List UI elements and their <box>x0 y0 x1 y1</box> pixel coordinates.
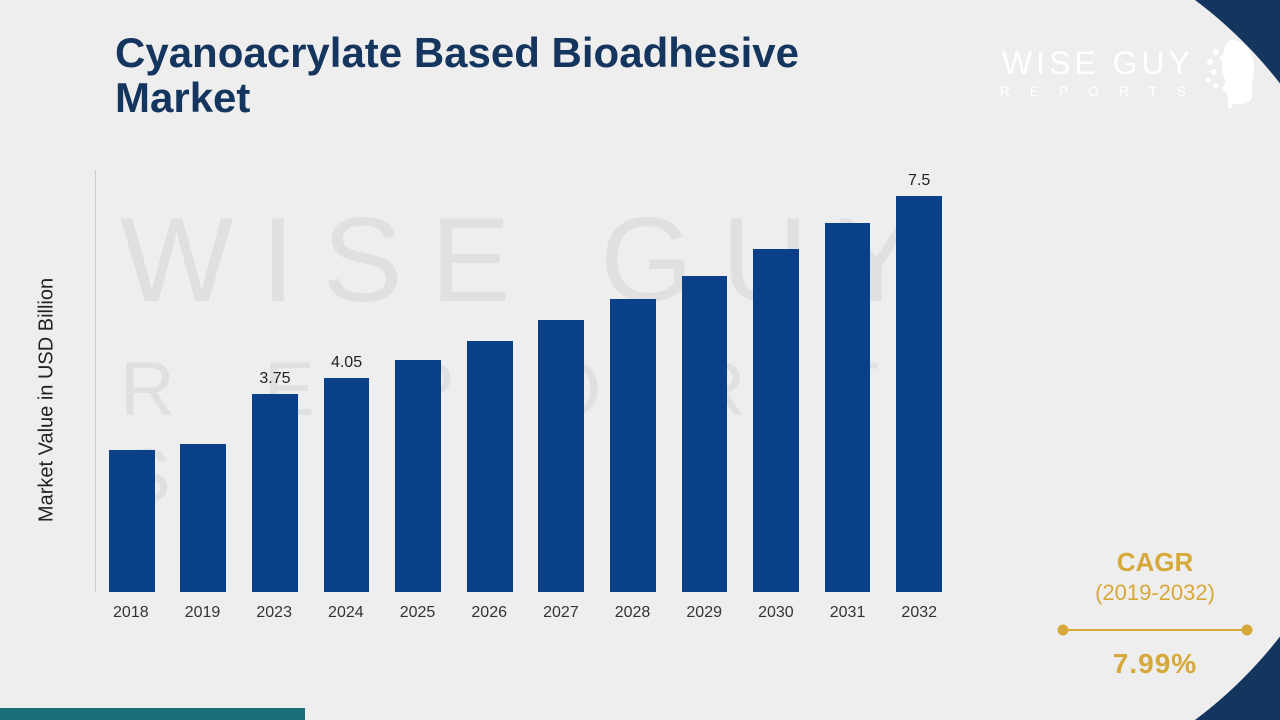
chart-title: Cyanoacrylate Based Bioadhesive Market <box>115 30 875 121</box>
bar-wrap <box>382 170 454 592</box>
bar-wrap: 7.5 <box>883 170 955 592</box>
x-tick-label: 2028 <box>597 596 669 630</box>
bar <box>109 450 155 592</box>
bar-wrap: 4.05 <box>311 170 383 592</box>
bar <box>395 360 441 592</box>
bar <box>180 444 226 592</box>
bar-wrap <box>525 170 597 592</box>
logo-line2: R E P O R T S <box>1000 83 1194 99</box>
bar-wrap <box>96 170 168 592</box>
bar <box>467 341 513 592</box>
x-tick-label: 2023 <box>238 596 310 630</box>
x-tick-label: 2026 <box>453 596 525 630</box>
bar-wrap <box>740 170 812 592</box>
bar <box>324 378 370 592</box>
page-root: WISE GUY R E P O R T S WISE GUY R E P O … <box>0 0 1280 720</box>
bar <box>753 249 799 592</box>
cagr-value: 7.99% <box>1030 648 1280 680</box>
bar-chart: Market Value in USD Billion 3.754.057.5 … <box>55 170 955 630</box>
x-tick-label: 2030 <box>740 596 812 630</box>
cagr-block: CAGR (2019-2032) 7.99% <box>1030 547 1280 680</box>
bar-wrap: 3.75 <box>239 170 311 592</box>
bar <box>682 276 728 593</box>
bar <box>896 196 942 592</box>
bar-value-label: 7.5 <box>908 172 930 192</box>
x-axis-labels: 2018201920232024202520262027202820292030… <box>95 596 955 630</box>
bar-value-label: 4.05 <box>331 354 362 374</box>
x-tick-label: 2025 <box>382 596 454 630</box>
bar <box>538 320 584 592</box>
x-tick-label: 2027 <box>525 596 597 630</box>
logo-head-icon <box>1202 38 1258 108</box>
bar <box>825 223 871 592</box>
x-tick-label: 2018 <box>95 596 167 630</box>
brand-logo: WISE GUY R E P O R T S <box>998 28 1258 118</box>
cagr-divider <box>1055 624 1255 636</box>
cagr-range: (2019-2032) <box>1030 580 1280 606</box>
logo-line1: WISE GUY <box>1000 47 1194 79</box>
cagr-title: CAGR <box>1030 547 1280 578</box>
bar-wrap <box>812 170 884 592</box>
bar-wrap <box>168 170 240 592</box>
bar-wrap <box>454 170 526 592</box>
bar-value-label: 3.75 <box>259 370 290 390</box>
bar <box>252 394 298 592</box>
x-tick-label: 2031 <box>812 596 884 630</box>
bar-wrap <box>669 170 741 592</box>
x-tick-label: 2029 <box>668 596 740 630</box>
y-axis-label: Market Value in USD Billion <box>36 278 59 522</box>
accent-bar <box>0 708 305 720</box>
bar-wrap <box>597 170 669 592</box>
bars-container: 3.75 4.05 7.5 <box>96 170 955 592</box>
plot-area: 3.75 4.05 7.5 <box>95 170 955 592</box>
x-tick-label: 2019 <box>167 596 239 630</box>
bar <box>610 299 656 592</box>
logo-text: WISE GUY R E P O R T S <box>1000 47 1194 99</box>
x-tick-label: 2032 <box>883 596 955 630</box>
x-tick-label: 2024 <box>310 596 382 630</box>
